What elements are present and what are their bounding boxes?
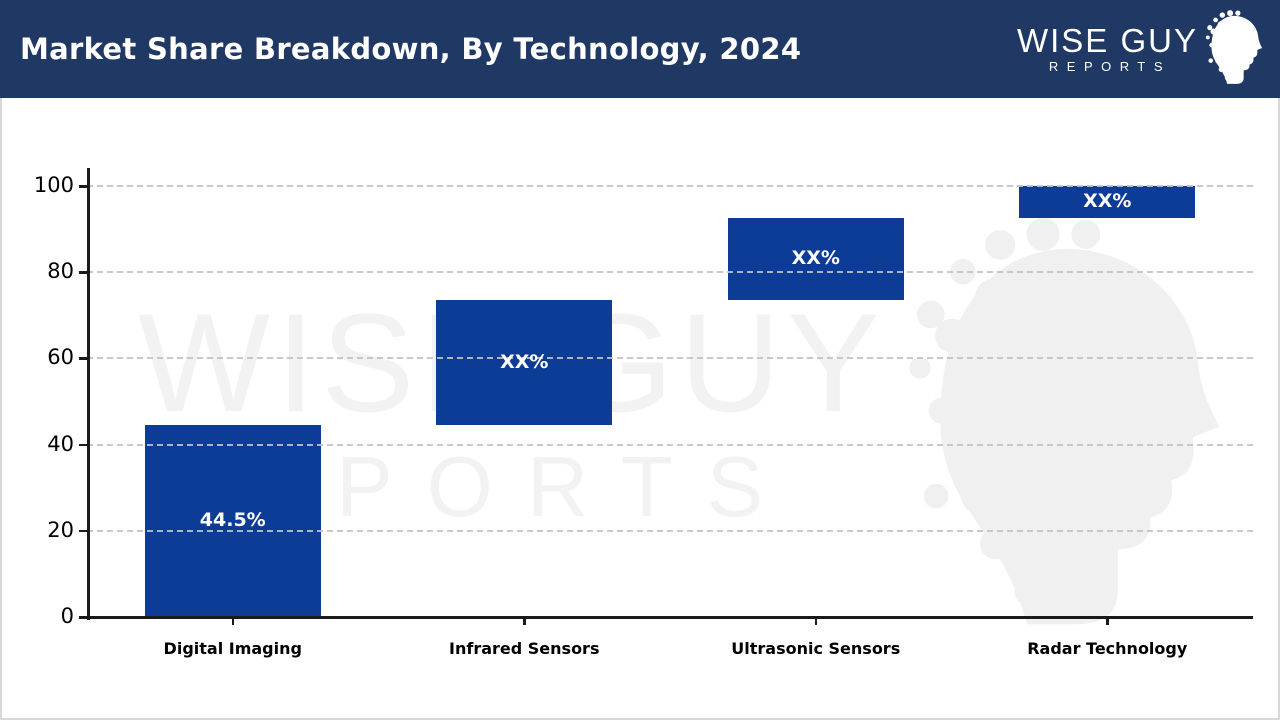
gridline-100 — [87, 185, 1253, 187]
bar-segment[interactable] — [144, 425, 321, 617]
y-tick-label-60: 60 — [47, 345, 74, 370]
y-tick-label-80: 80 — [47, 259, 74, 284]
y-tick-label-20: 20 — [47, 517, 74, 542]
bar-value-label: XX% — [1083, 190, 1132, 213]
x-tick-mark — [231, 617, 234, 625]
gridline-20 — [87, 529, 1253, 532]
y-tick-mark-100 — [79, 185, 87, 188]
x-category-label: Ultrasonic Sensors — [731, 639, 901, 658]
y-tick-label-40: 40 — [47, 431, 74, 456]
wise-guy-logo: WISE GUY REPORTS — [1017, 10, 1264, 88]
y-tick-mark-80 — [79, 271, 87, 274]
y-axis-line — [87, 168, 90, 620]
x-category-label: Infrared Sensors — [449, 639, 600, 658]
gridline-80 — [87, 271, 1253, 274]
wise-guy-logo-text: WISE GUY REPORTS — [1016, 22, 1198, 75]
header-bar: Market Share Breakdown, By Technology, 2… — [0, 0, 1280, 98]
x-axis-line — [87, 616, 1253, 619]
bar-segment[interactable] — [436, 300, 613, 426]
y-tick-mark-0 — [79, 616, 87, 619]
y-tick-label-100: 100 — [33, 173, 74, 197]
x-category-label: Digital Imaging — [163, 639, 302, 658]
wise-guy-head-icon — [1205, 10, 1263, 84]
gridline-40 — [87, 443, 1253, 446]
y-tick-mark-20 — [79, 529, 87, 533]
bar-value-label: 44.5% — [199, 509, 266, 532]
logo-reports-label: REPORTS — [1048, 59, 1172, 74]
x-category-label: Radar Technology — [1027, 639, 1188, 658]
x-tick-mark — [523, 617, 526, 625]
x-tick-mark — [814, 617, 817, 625]
bar-value-label: XX% — [500, 350, 549, 373]
chart-title: Market Share Breakdown, By Technology, 2… — [20, 32, 802, 66]
y-tick-mark-40 — [79, 443, 87, 447]
y-tick-label-0: 0 — [60, 604, 74, 628]
bar-segment[interactable] — [727, 218, 904, 301]
bar-segment[interactable] — [1019, 186, 1196, 219]
bar-value-label: XX% — [791, 247, 840, 270]
logo-wiseguy-label: WISE GUY — [1016, 22, 1198, 59]
gridline-60 — [87, 357, 1253, 360]
y-tick-mark-60 — [79, 357, 87, 360]
